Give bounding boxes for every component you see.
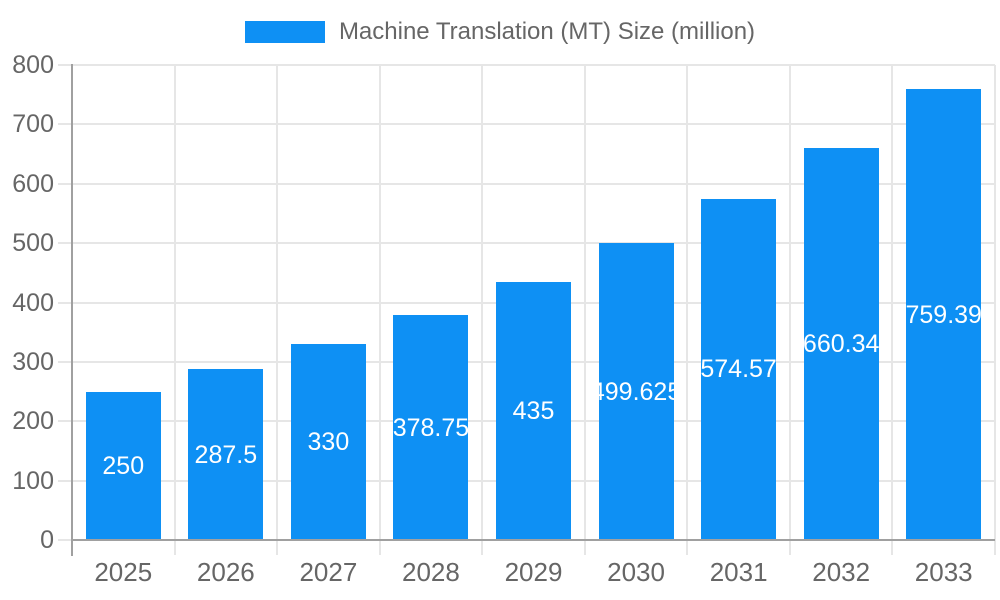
x-axis-label: 2029 [504, 557, 563, 587]
legend-item[interactable]: Machine Translation (MT) Size (million) [244, 18, 756, 46]
gridline-vertical [173, 65, 176, 555]
bar-2027 [290, 344, 366, 540]
bar-2031 [701, 198, 777, 540]
gridline-vertical [994, 65, 996, 555]
x-axis-line [71, 539, 995, 541]
y-axis-tick-label: 700 [12, 110, 54, 139]
y-axis-tick [58, 123, 72, 126]
y-axis-tick-label: 200 [12, 407, 54, 436]
y-axis-tick-label: 100 [12, 466, 54, 495]
bar-2029 [496, 281, 571, 540]
y-axis-tick-label: 400 [12, 288, 54, 317]
gridline-vertical [276, 65, 279, 555]
legend: Machine Translation (MT) Size (million) [0, 18, 1000, 46]
gridline-vertical [686, 65, 689, 555]
bar-value-label: 574.57 [700, 355, 777, 384]
bar-2033 [906, 89, 982, 540]
y-axis-tick [58, 301, 72, 304]
y-axis-line [71, 64, 73, 556]
bar-value-label: 250 [102, 451, 145, 480]
bar-value-label: 287.5 [194, 440, 258, 469]
bar-2032 [803, 147, 879, 540]
x-axis-label: 2028 [402, 557, 460, 587]
bar-value-label: 759.39 [905, 300, 982, 329]
y-axis-tick [58, 479, 72, 482]
y-axis-tick-label: 300 [12, 347, 54, 376]
y-axis-tick [58, 360, 72, 363]
y-axis-tick-label: 800 [12, 51, 54, 79]
gridline-horizontal [72, 123, 995, 126]
bar-2030 [598, 243, 674, 540]
x-axis-label: 2027 [299, 557, 358, 587]
x-axis-label: 2025 [94, 557, 153, 587]
x-axis-label: 2033 [914, 557, 973, 587]
y-axis-tick [58, 242, 72, 245]
gridline-horizontal [72, 64, 995, 66]
x-axis-label: 2032 [812, 557, 871, 587]
bar-2026 [188, 369, 264, 540]
y-axis-tick-label: 500 [12, 229, 54, 258]
bar-2028 [393, 315, 469, 540]
bar-value-label: 378.75 [392, 413, 470, 442]
bar-value-label: 499.625 [590, 377, 682, 406]
bar-value-label: 330 [307, 428, 350, 457]
y-axis-tick-label: 0 [40, 526, 54, 554]
y-axis-tick-label: 600 [12, 169, 54, 198]
legend-swatch [244, 21, 325, 43]
gridline-vertical [891, 65, 894, 555]
x-axis-label: 2030 [607, 557, 665, 587]
gridline-vertical [788, 65, 791, 555]
bar-value-label: 435 [512, 396, 555, 425]
gridline-vertical [481, 65, 484, 555]
y-axis-tick [58, 182, 72, 185]
y-axis-tick [58, 420, 72, 423]
gridline-vertical [583, 65, 586, 555]
y-axis-tick [58, 64, 72, 66]
legend-label: Machine Translation (MT) Size (million) [338, 18, 756, 45]
x-axis-label: 2026 [196, 557, 255, 587]
x-axis-label: 2031 [709, 557, 768, 587]
bar-2025 [85, 391, 161, 540]
gridline-vertical [378, 65, 381, 555]
y-axis-tick [58, 539, 72, 541]
bar-value-label: 660.34 [802, 329, 880, 358]
gridline-horizontal [72, 242, 995, 245]
gridline-horizontal [72, 182, 995, 185]
